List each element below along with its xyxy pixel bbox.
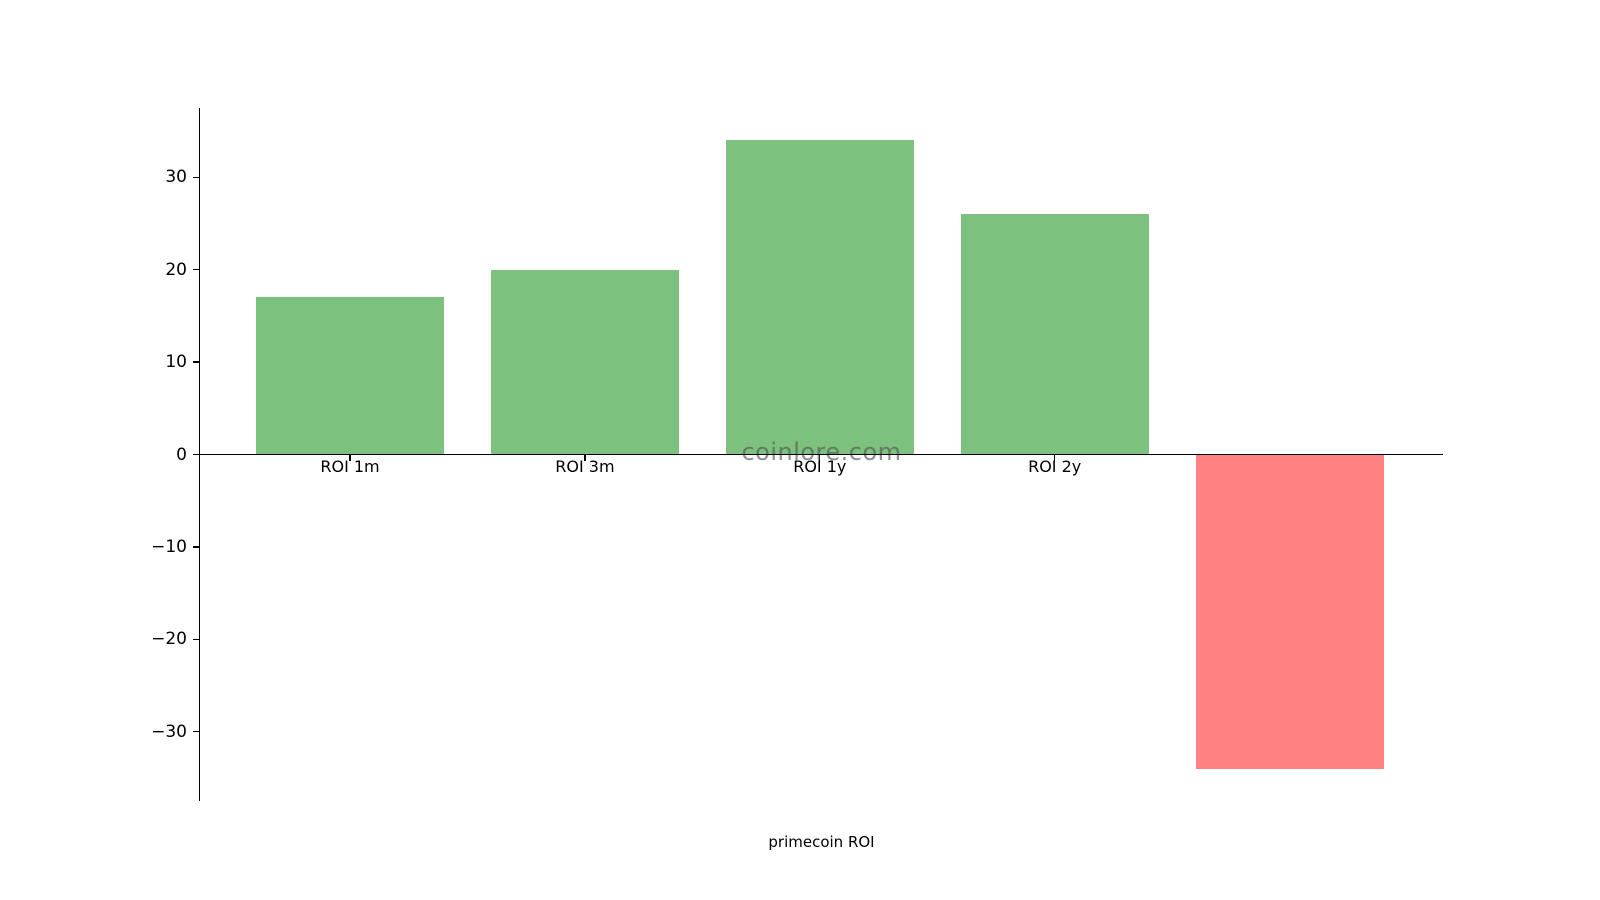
bar-roi-2y: [960, 214, 1149, 455]
y-tick-mark: [193, 638, 200, 640]
y-tick-mark: [193, 731, 200, 733]
y-tick-mark: [193, 269, 200, 271]
x-tick-mark: [1054, 454, 1056, 461]
x-tick-label: ROI 3m: [555, 456, 615, 476]
x-tick-mark: [819, 454, 821, 461]
x-tick-mark: [349, 454, 351, 461]
y-tick-mark: [193, 546, 200, 548]
y-tick-mark: [193, 453, 200, 456]
x-axis-line: [200, 453, 1443, 456]
x-tick-mark: [584, 454, 586, 461]
x-tick-label: ROI 1y: [793, 456, 847, 476]
bar-roi-3m: [490, 269, 679, 455]
bar-unlabeled: [1195, 455, 1384, 770]
y-tick-label: −10: [151, 536, 187, 557]
y-tick-label: −30: [151, 721, 187, 742]
bar-roi-1y: [725, 140, 914, 455]
y-tick-mark: [193, 361, 200, 363]
y-tick-label: 0: [176, 444, 187, 465]
y-tick-label: 10: [165, 352, 187, 373]
y-tick-label: 20: [165, 259, 187, 280]
y-tick-mark: [193, 176, 200, 178]
y-tick-label: −20: [151, 629, 187, 650]
bar-roi-1m: [256, 297, 444, 455]
x-tick-label: ROI 2y: [1028, 456, 1082, 476]
x-tick-label: ROI 1m: [320, 456, 380, 476]
watermark-text: coinlore.com: [741, 438, 902, 466]
chart-title: primecoin ROI: [768, 833, 875, 851]
y-tick-label: 30: [165, 167, 187, 188]
